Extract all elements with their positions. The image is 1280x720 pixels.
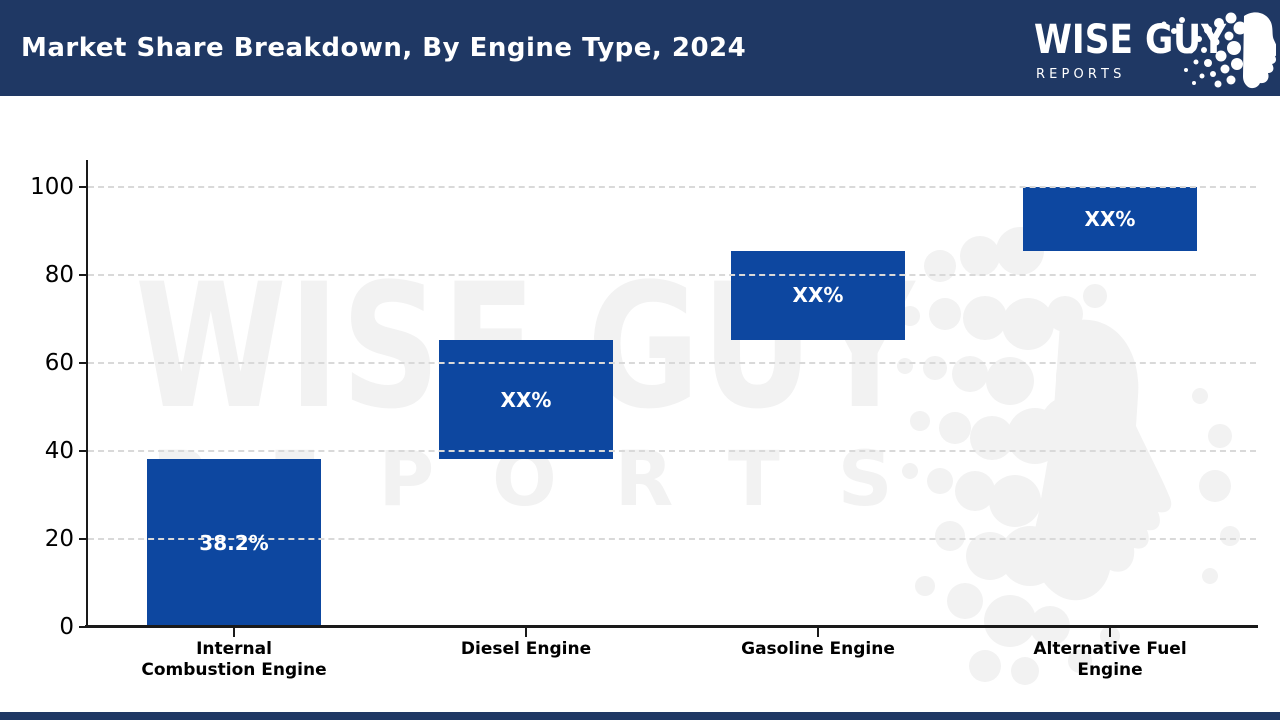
x-tick-mark (1109, 628, 1111, 637)
y-tick-mark (79, 626, 88, 628)
gridline-y-60 (88, 362, 1256, 364)
logo-head-dots-icon (1161, 12, 1276, 89)
bar-value-label: XX% (500, 387, 552, 412)
y-axis-spine (86, 160, 88, 628)
x-category-label: Internal Combustion Engine (141, 639, 327, 680)
gridline-y-100 (88, 186, 1256, 188)
gridline-y-20 (88, 538, 1256, 540)
y-tick-label: 60 (44, 350, 74, 376)
footer-strip (0, 712, 1280, 720)
y-tick-mark (79, 362, 88, 364)
header-banner: Market Share Breakdown, By Engine Type, … (0, 0, 1280, 96)
y-tick-label: 20 (44, 526, 74, 552)
bar-diesel-engine (439, 340, 613, 459)
y-tick-mark (79, 450, 88, 452)
logo-reports-text: R E P O R T S (1036, 67, 1121, 82)
gridline-y-40 (88, 450, 1256, 452)
bar-gasoline-engine (731, 250, 905, 341)
y-tick-mark (79, 538, 88, 540)
bar-value-label: XX% (792, 283, 844, 308)
x-category-label: Gasoline Engine (741, 639, 895, 659)
x-category-label: Diesel Engine (460, 639, 592, 659)
x-tick-mark (525, 628, 527, 637)
x-tick-mark (233, 628, 235, 637)
bar-internal-combustion-engine (147, 458, 321, 627)
bar-alternative-fuel-engine (1023, 187, 1197, 251)
watermark-head-dots-graphic (897, 227, 1240, 685)
x-category-label: Alternative Fuel Engine (1033, 639, 1187, 680)
y-tick-label: 40 (44, 438, 74, 464)
y-tick-label: 0 (59, 614, 74, 640)
y-tick-mark (79, 274, 88, 276)
y-tick-label: 80 (44, 262, 74, 288)
wise-guy-reports-logo: WISE GUY R E P O R T S (1034, 12, 1276, 89)
x-tick-mark (817, 628, 819, 637)
chart-title: Market Share Breakdown, By Engine Type, … (21, 33, 747, 63)
logo-wiseguy-text: WISE GUY (1034, 17, 1227, 63)
bar-value-label: XX% (1084, 206, 1136, 231)
x-axis-spine (85, 625, 1258, 628)
y-tick-label: 100 (30, 174, 74, 200)
bar-value-label: 38.2% (199, 530, 269, 555)
y-tick-mark (79, 186, 88, 188)
gridline-y-80 (88, 274, 1256, 276)
